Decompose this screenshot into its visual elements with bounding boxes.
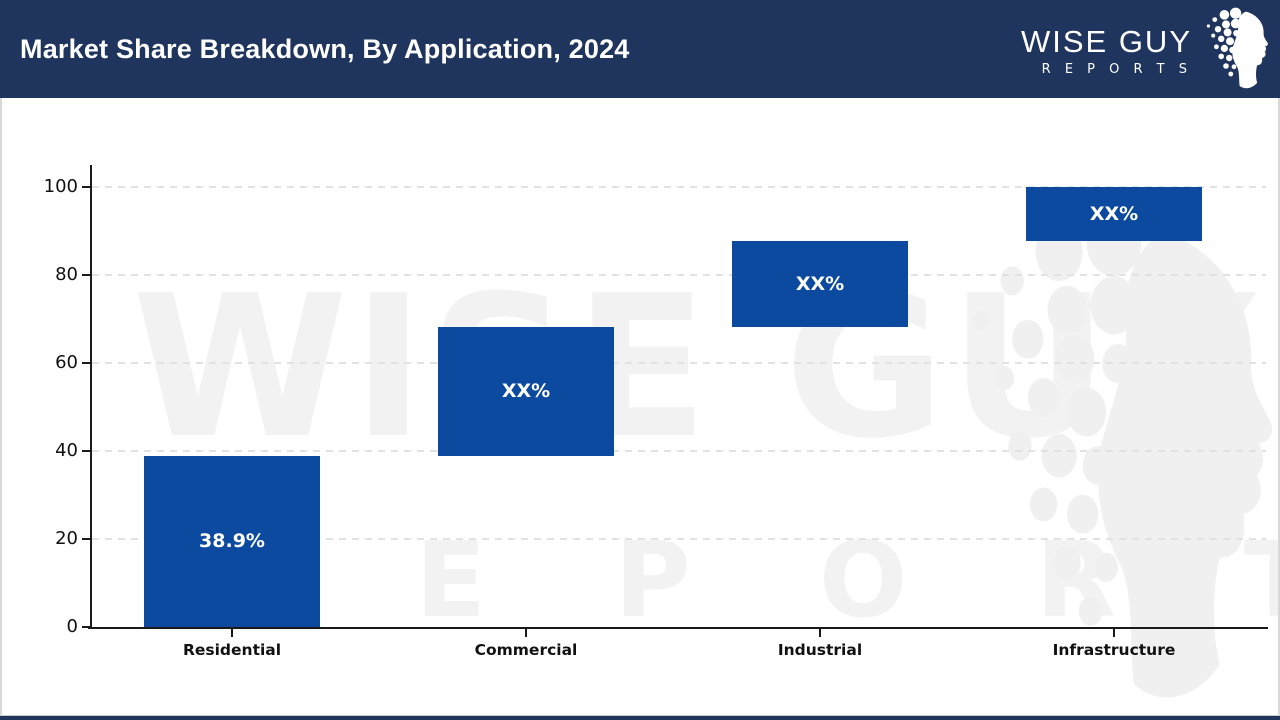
y-tick-label-80: 80 — [55, 264, 78, 285]
header-bar: Market Share Breakdown, By Application, … — [0, 0, 1280, 98]
footer-accent-strip — [0, 716, 1280, 720]
wiseguy-dotted-head-icon — [1206, 7, 1268, 89]
x-tick-0 — [231, 629, 233, 637]
y-tick-80 — [82, 274, 90, 276]
x-axis-line — [88, 627, 1268, 629]
x-tick-2 — [819, 629, 821, 637]
y-tick-0 — [82, 626, 90, 628]
gridline-y100 — [92, 186, 1266, 188]
y-tick-label-0: 0 — [66, 616, 78, 637]
y-tick-label-100: 100 — [43, 176, 78, 197]
gridline-y40 — [92, 450, 1266, 452]
y-tick-40 — [82, 450, 90, 452]
y-tick-label-40: 40 — [55, 440, 78, 461]
y-tick-label-60: 60 — [55, 352, 78, 373]
bar-commercial: XX% — [438, 326, 614, 456]
x-category-label: Residential — [182, 641, 282, 659]
chart-area: WISE GUY R E P O R T S 0 20 40 60 80 100 38.9%… — [0, 98, 1280, 716]
wiseguy-logo-text: WISE GUY R E P O R T S — [1021, 24, 1192, 77]
y-tick-100 — [82, 186, 90, 188]
bar-value-label: XX% — [795, 273, 845, 295]
gridline-y80 — [92, 274, 1266, 276]
bar-industrial: XX% — [732, 241, 908, 327]
y-tick-20 — [82, 538, 90, 540]
y-tick-60 — [82, 362, 90, 364]
gridline-y60 — [92, 362, 1266, 364]
bar-value-label: XX% — [1089, 203, 1139, 226]
bar-infrastructure: XX% — [1026, 187, 1202, 242]
logo-wordmark: WISE GUY — [1020, 23, 1192, 59]
x-category-label: Infrastructure — [1052, 641, 1176, 659]
gridline-y20 — [92, 538, 1266, 540]
page-title: Market Share Breakdown, By Application, … — [20, 33, 630, 64]
logo-subtitle: R E P O R T S — [1041, 61, 1192, 77]
watermark-subtitle: R E P O R T S — [207, 519, 1278, 641]
watermark-wordmark: WISE GUY — [132, 254, 1259, 482]
x-tick-3 — [1113, 629, 1115, 637]
x-category-label: Commercial — [474, 641, 578, 659]
y-axis-line — [90, 165, 92, 629]
bar-value-label: XX% — [501, 380, 551, 403]
y-tick-label-20: 20 — [55, 528, 78, 549]
bar-value-label: 38.9% — [199, 530, 265, 553]
bar-residential: 38.9% — [144, 455, 320, 627]
wiseguy-logo: WISE GUY R E P O R T S — [1021, 4, 1274, 96]
x-category-label: Industrial — [777, 641, 863, 659]
x-tick-1 — [525, 629, 527, 637]
